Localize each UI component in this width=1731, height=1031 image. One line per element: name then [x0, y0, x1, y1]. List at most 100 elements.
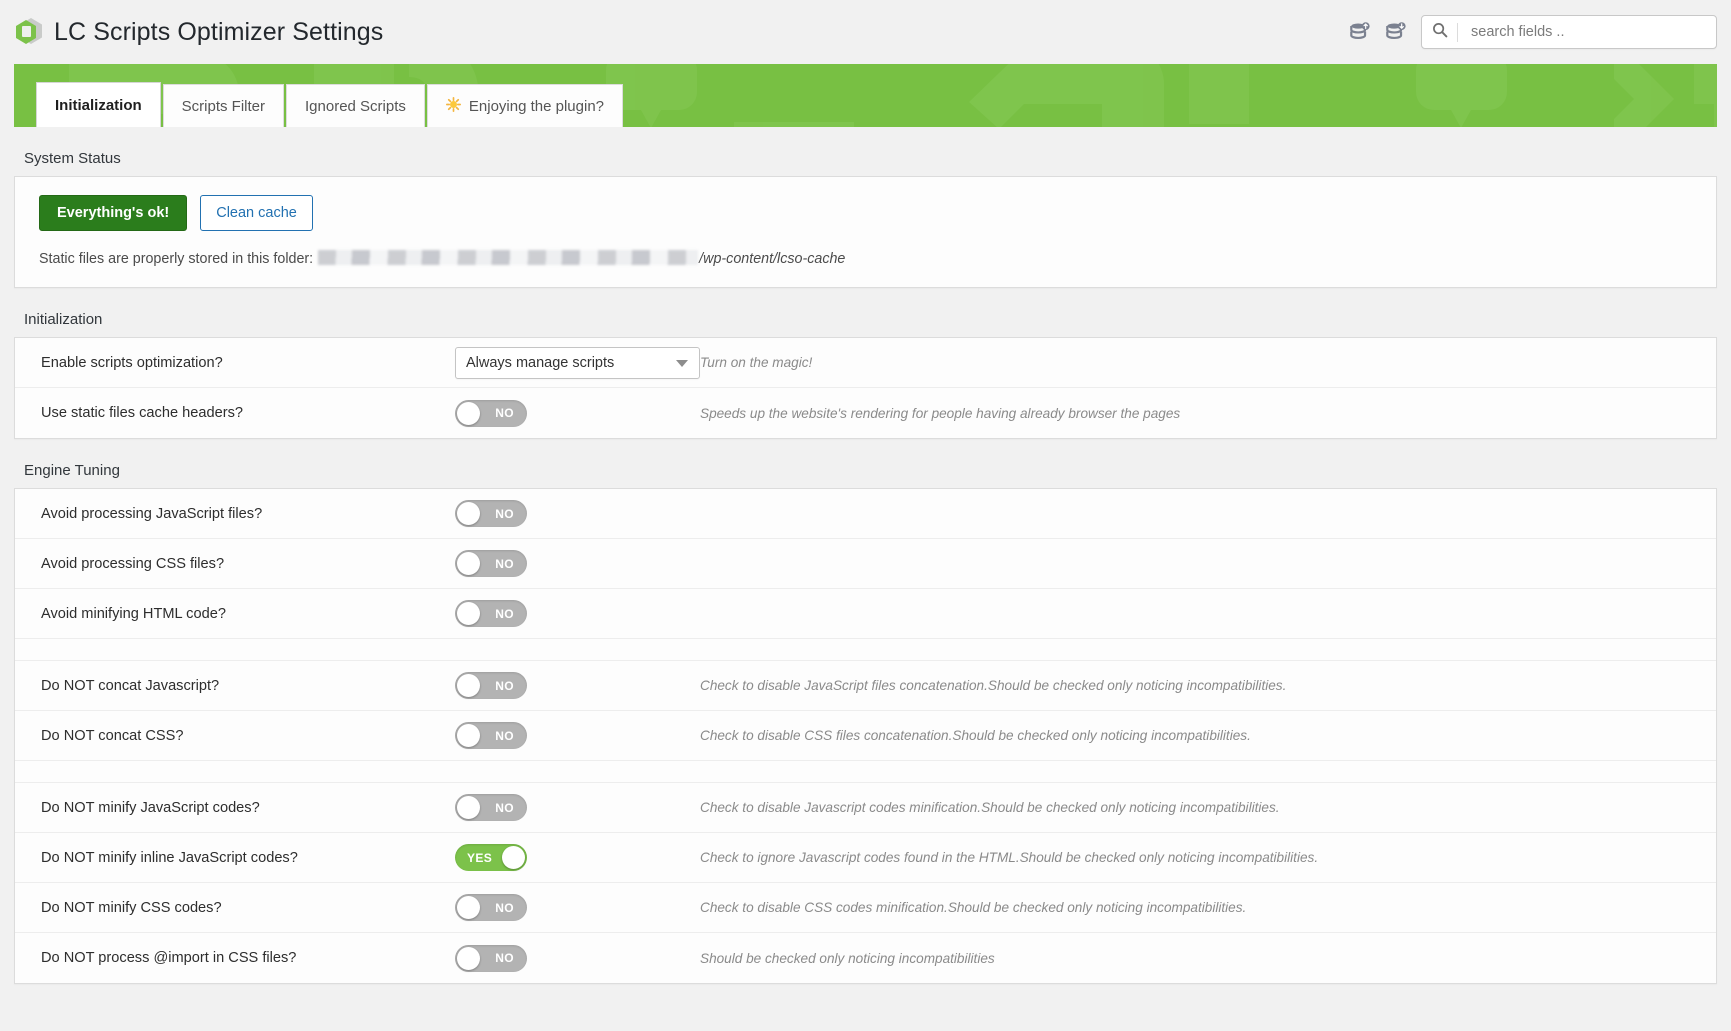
setting-label: Do NOT concat CSS? [41, 727, 184, 744]
search-icon [1432, 22, 1448, 43]
setting-description: Speeds up the website's rendering for pe… [700, 405, 1181, 421]
cache-folder-line: Static files are properly stored in this… [39, 248, 1692, 267]
toggle-label: NO [495, 800, 514, 815]
setting-description: Check to disable Javascript codes minifi… [700, 800, 1280, 815]
do-not-minify-javascript-codes-toggle[interactable]: NO [455, 794, 527, 821]
row-do-not-minify-inline-javascript-codes: Do NOT minify inline JavaScript codes? Y… [15, 833, 1716, 883]
avoid-processing-css-files-toggle[interactable]: NO [455, 550, 527, 577]
setting-control: NO [455, 399, 700, 427]
avoid-minifying-html-code-toggle[interactable]: NO [455, 600, 527, 627]
setting-label: Use static files cache headers? [41, 405, 243, 421]
chevron-down-icon [676, 359, 688, 367]
do-not-concat-css-toggle[interactable]: NO [455, 722, 527, 749]
do-not-concat-javascript-toggle[interactable]: NO [455, 672, 527, 699]
tab-header: Initialization Scripts Filter Ignored Sc… [14, 64, 1717, 127]
toggle-label: NO [495, 556, 514, 571]
setting-label: Avoid minifying HTML code? [41, 605, 226, 622]
setting-description: Check to ignore Javascript codes found i… [700, 850, 1319, 865]
toggle-knob [457, 401, 480, 425]
setting-control: NO [455, 672, 700, 699]
row-use-static-files-cache-headers: Use static files cache headers? NO Speed… [15, 388, 1716, 438]
database-export-icon[interactable] [1385, 21, 1407, 43]
enable-scripts-optimization-select[interactable]: Always manage scripts [455, 346, 700, 379]
setting-control: NO [455, 794, 700, 821]
row-avoid-processing-css-files: Avoid processing CSS files? NO [15, 539, 1716, 589]
row-do-not-process-import-in-css-files: Do NOT process @import in CSS files? NO … [15, 933, 1716, 983]
toggle-knob [457, 674, 480, 697]
row-do-not-concat-javascript: Do NOT concat Javascript? NO Check to di… [15, 661, 1716, 711]
redacted-path [318, 250, 699, 265]
star-icon [445, 96, 461, 115]
toggle-knob [457, 946, 480, 970]
toggle-label: NO [495, 506, 514, 521]
toggle-knob [457, 896, 480, 919]
system-status-buttons: Everything's ok! Clean cache [39, 195, 1692, 231]
tabs: Initialization Scripts Filter Ignored Sc… [36, 82, 624, 127]
database-import-icon[interactable] [1349, 21, 1371, 43]
toggle-knob [457, 724, 480, 747]
toggle-knob [502, 846, 525, 869]
setting-control: Always manage scripts [455, 346, 700, 379]
hexagon-logo-icon [16, 18, 42, 46]
setting-label: Do NOT concat Javascript? [41, 677, 220, 694]
toggle-label: NO [495, 900, 514, 915]
search-input[interactable] [1469, 23, 1706, 41]
setting-description: Should be checked only noticing incompat… [700, 950, 995, 966]
toggle-knob [457, 502, 480, 525]
cache-folder-suffix: /wp-content/lcso-cache [699, 251, 846, 267]
toggle-label: NO [495, 728, 514, 743]
row-spacer [15, 761, 1716, 783]
row-spacer [15, 639, 1716, 661]
tab-initialization[interactable]: Initialization [36, 82, 161, 127]
tab-scripts-filter[interactable]: Scripts Filter [162, 84, 285, 127]
tab-enjoying-the-plugin[interactable]: Enjoying the plugin? [426, 84, 624, 127]
use-static-files-cache-headers-toggle[interactable]: NO [455, 399, 527, 427]
setting-label: Do NOT process @import in CSS files? [41, 950, 297, 966]
setting-control: NO [455, 944, 700, 972]
toggle-knob [457, 602, 480, 625]
everything-ok-button[interactable]: Everything's ok! [39, 195, 188, 231]
tab-ignored-scripts[interactable]: Ignored Scripts [286, 84, 425, 127]
toggle-label: NO [495, 606, 514, 621]
row-avoid-processing-javascript-files: Avoid processing JavaScript files? NO [15, 489, 1716, 539]
row-do-not-minify-javascript-codes: Do NOT minify JavaScript codes? NO Check… [15, 783, 1716, 833]
setting-label: Do NOT minify CSS codes? [41, 899, 222, 916]
toggle-label: NO [495, 678, 514, 693]
top-bar: LC Scripts Optimizer Settings [0, 0, 1731, 64]
setting-control: YES [455, 844, 700, 871]
brand: LC Scripts Optimizer Settings [16, 18, 383, 47]
toggle-knob [457, 796, 480, 819]
setting-control: NO [455, 722, 700, 749]
setting-description: Check to disable CSS files concatenation… [700, 728, 1251, 743]
do-not-minify-inline-javascript-codes-toggle[interactable]: YES [455, 844, 527, 871]
setting-label: Avoid processing CSS files? [41, 555, 225, 572]
setting-label: Enable scripts optimization? [41, 354, 223, 371]
cache-folder-prefix: Static files are properly stored in this… [39, 251, 314, 267]
setting-control: NO [455, 500, 700, 527]
top-bar-actions [1349, 15, 1717, 49]
toggle-label: NO [495, 951, 514, 965]
setting-label: Avoid processing JavaScript files? [41, 505, 263, 522]
content-area: System Status Everything's ok! Clean cac… [0, 150, 1731, 984]
do-not-minify-css-codes-toggle[interactable]: NO [455, 894, 527, 921]
row-do-not-minify-css-codes: Do NOT minify CSS codes? NO Check to dis… [15, 883, 1716, 933]
setting-control: NO [455, 550, 700, 577]
system-status-panel: Everything's ok! Clean cache Static file… [14, 176, 1717, 288]
page-title: LC Scripts Optimizer Settings [54, 17, 384, 46]
initialization-panel: Enable scripts optimization? Always mana… [14, 337, 1717, 439]
clean-cache-button[interactable]: Clean cache [200, 195, 313, 231]
avoid-processing-javascript-files-toggle[interactable]: NO [455, 500, 527, 527]
do-not-process-import-in-css-files-toggle[interactable]: NO [455, 944, 527, 972]
setting-label: Do NOT minify inline JavaScript codes? [41, 849, 298, 866]
select-value: Always manage scripts [466, 354, 615, 371]
toggle-label: YES [467, 850, 493, 865]
search-box[interactable] [1421, 15, 1717, 49]
section-title-engine-tuning: Engine Tuning [24, 462, 120, 479]
initialization-rows: Enable scripts optimization? Always mana… [15, 338, 1716, 438]
toggle-label: NO [495, 406, 514, 420]
setting-description: Turn on the magic! [700, 355, 813, 370]
row-do-not-concat-css: Do NOT concat CSS? NO Check to disable C… [15, 711, 1716, 761]
setting-control: NO [455, 894, 700, 921]
row-avoid-minifying-html-code: Avoid minifying HTML code? NO [15, 589, 1716, 639]
search-divider [1457, 22, 1458, 42]
